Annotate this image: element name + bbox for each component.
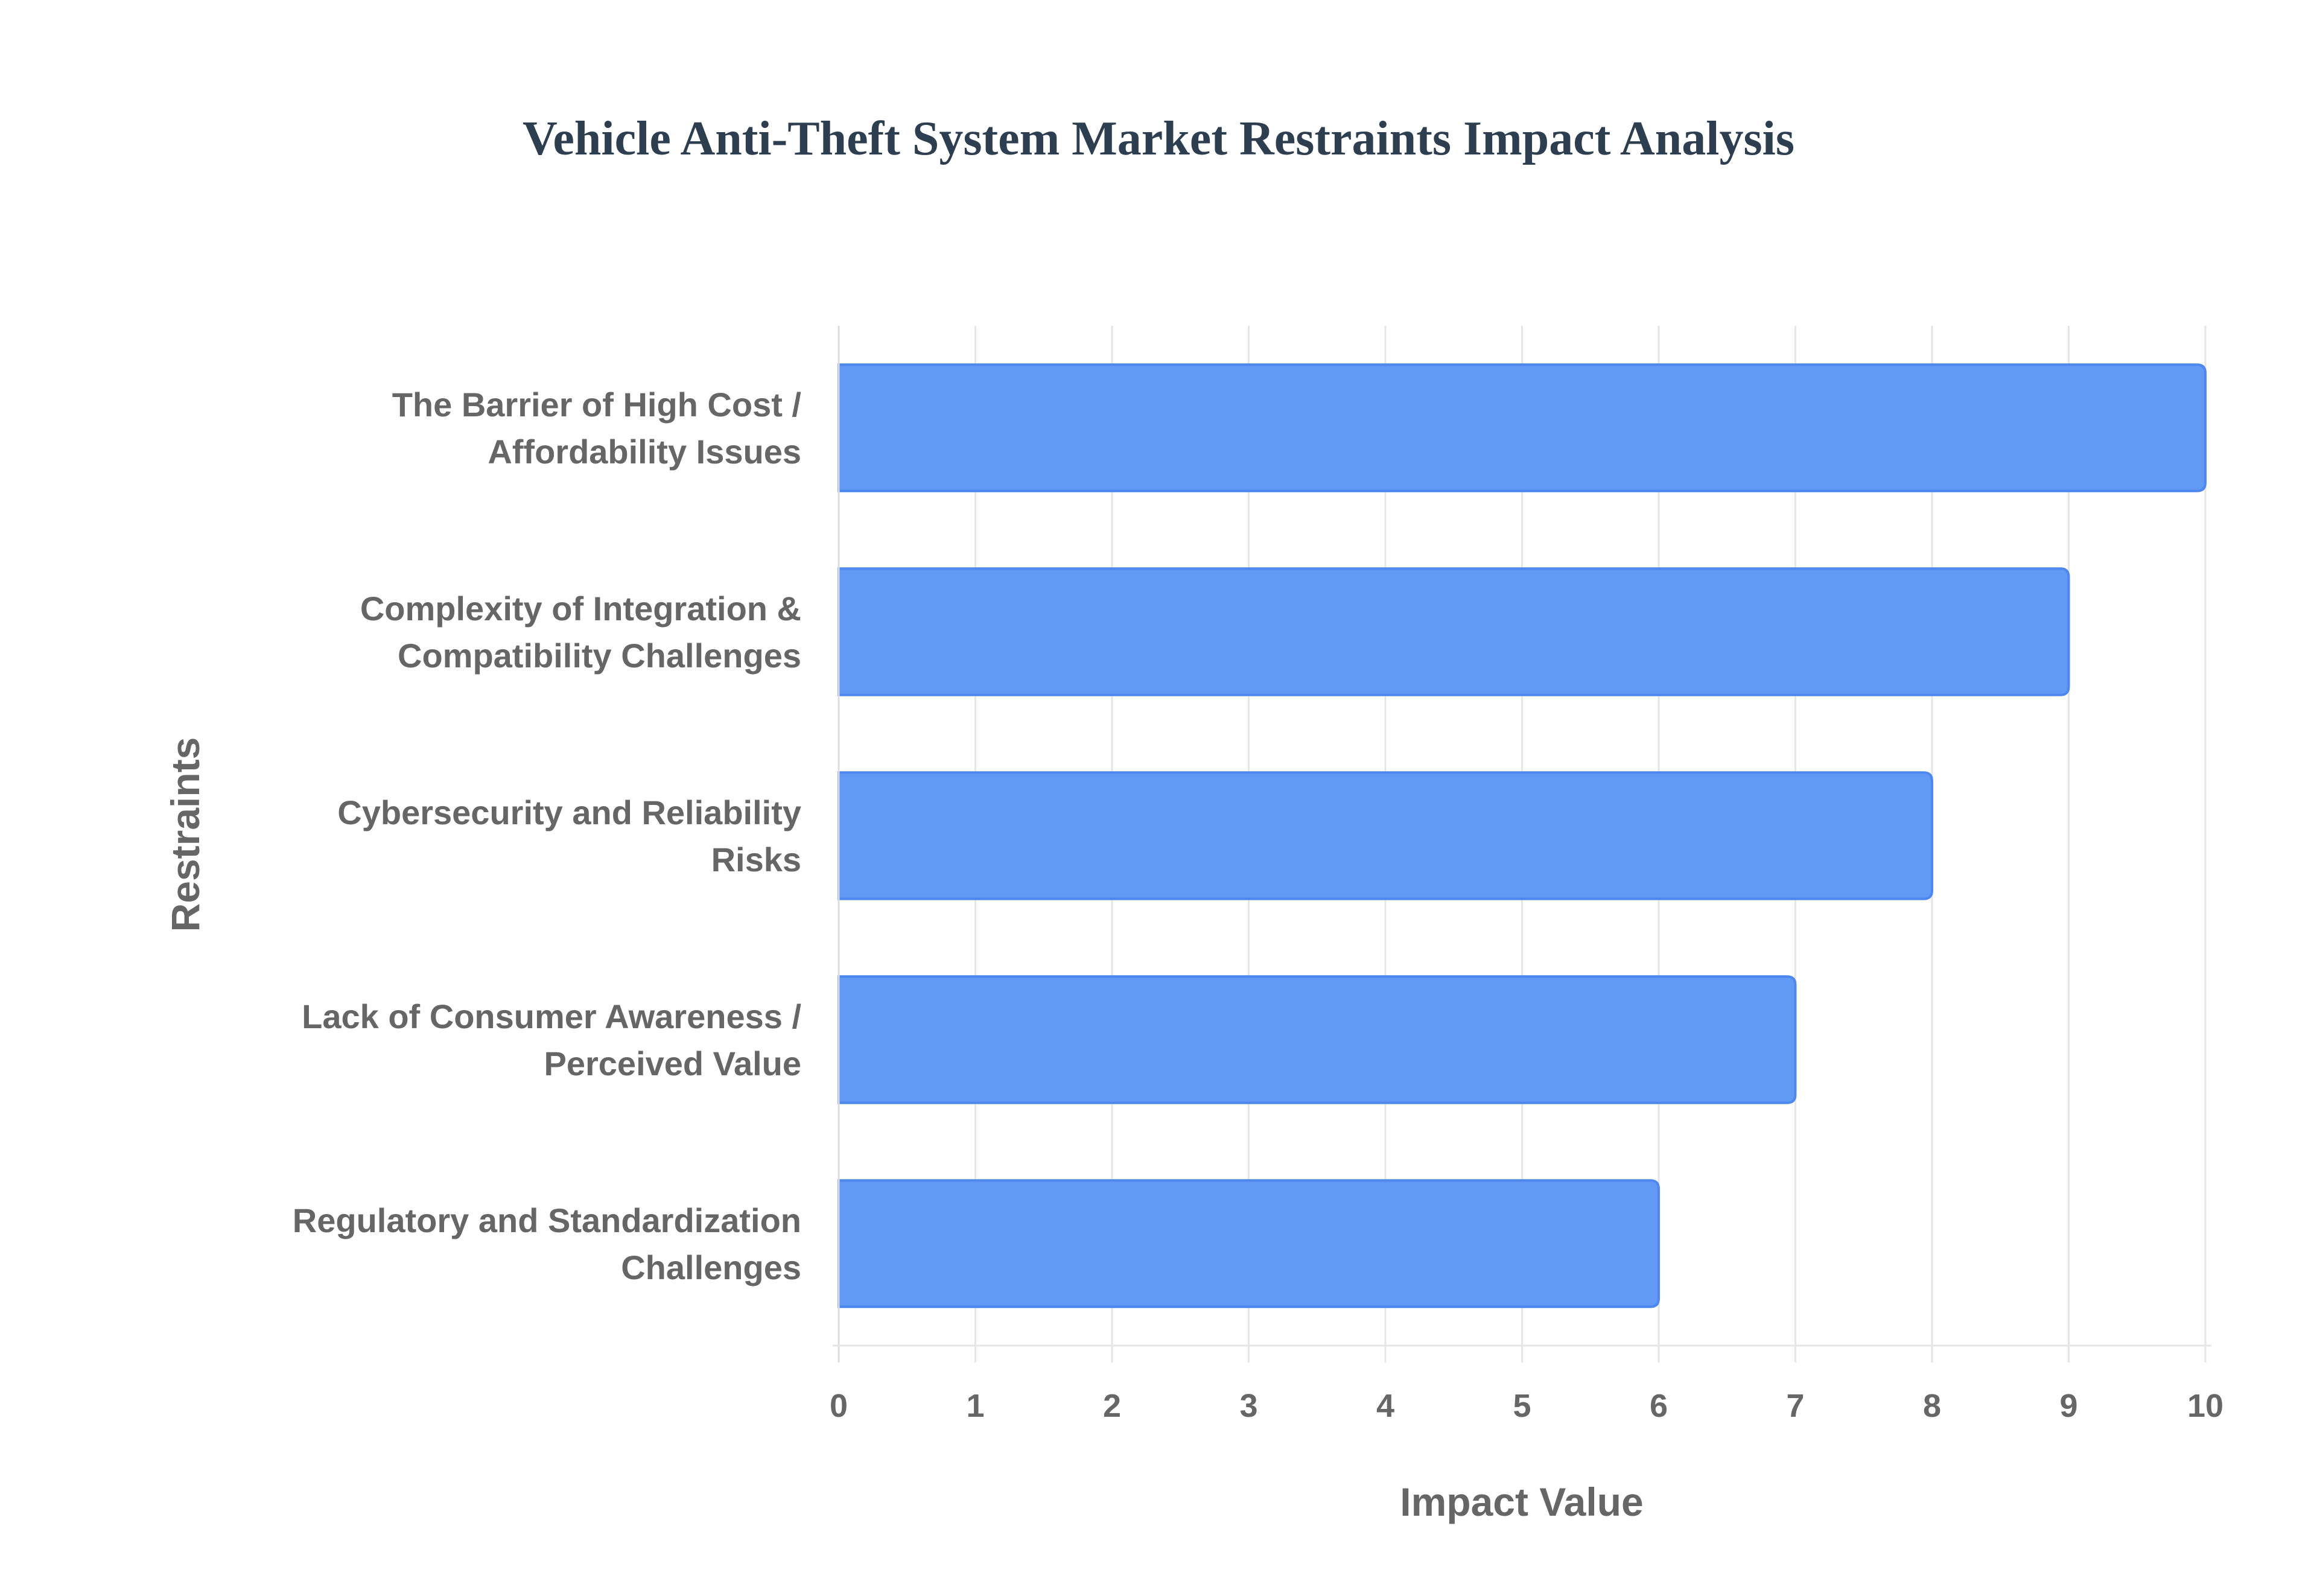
x-tick-label: 5 <box>1513 1388 1531 1424</box>
x-tick-label: 7 <box>1786 1388 1804 1424</box>
x-tick-label: 0 <box>830 1388 848 1424</box>
category-label: Regulatory and Standardization Challenges <box>293 1201 801 1286</box>
category-label: Complexity of Integration & Compatibility… <box>360 590 801 675</box>
bar[interactable] <box>837 567 2070 696</box>
chart-title: Vehicle Anti-Theft System Market Restrai… <box>523 112 1794 165</box>
x-tick-label: 8 <box>1923 1388 1941 1424</box>
bar[interactable] <box>837 1179 1660 1308</box>
category-label: The Barrier of High Cost / Affordability … <box>392 386 802 471</box>
bar[interactable] <box>837 363 2207 492</box>
axes <box>833 326 2211 1362</box>
x-tick-label: 2 <box>1103 1388 1121 1424</box>
bar[interactable] <box>837 975 1797 1104</box>
y-axis-title: Restraints <box>163 737 208 932</box>
x-axis-title: Impact Value <box>1400 1480 1644 1524</box>
category-label: Cybersecurity and Reliability Risks <box>337 793 801 879</box>
x-tick-label: 1 <box>966 1388 984 1424</box>
x-tick-label: 10 <box>2187 1388 2223 1424</box>
x-tick-label: 4 <box>1376 1388 1394 1424</box>
x-axis-tick-labels: 0 1 2 3 4 5 6 7 8 9 10 <box>830 1388 2223 1424</box>
x-tick-label: 9 <box>2059 1388 2077 1424</box>
category-label: Lack of Consumer Awareness / Perceived Va… <box>302 997 801 1083</box>
x-tick-label: 6 <box>1650 1388 1668 1424</box>
bars <box>837 363 2207 1308</box>
x-tick-label: 3 <box>1239 1388 1257 1424</box>
y-axis-category-labels: The Barrier of High Cost / Affordability … <box>293 386 802 1286</box>
bar[interactable] <box>837 771 1933 900</box>
